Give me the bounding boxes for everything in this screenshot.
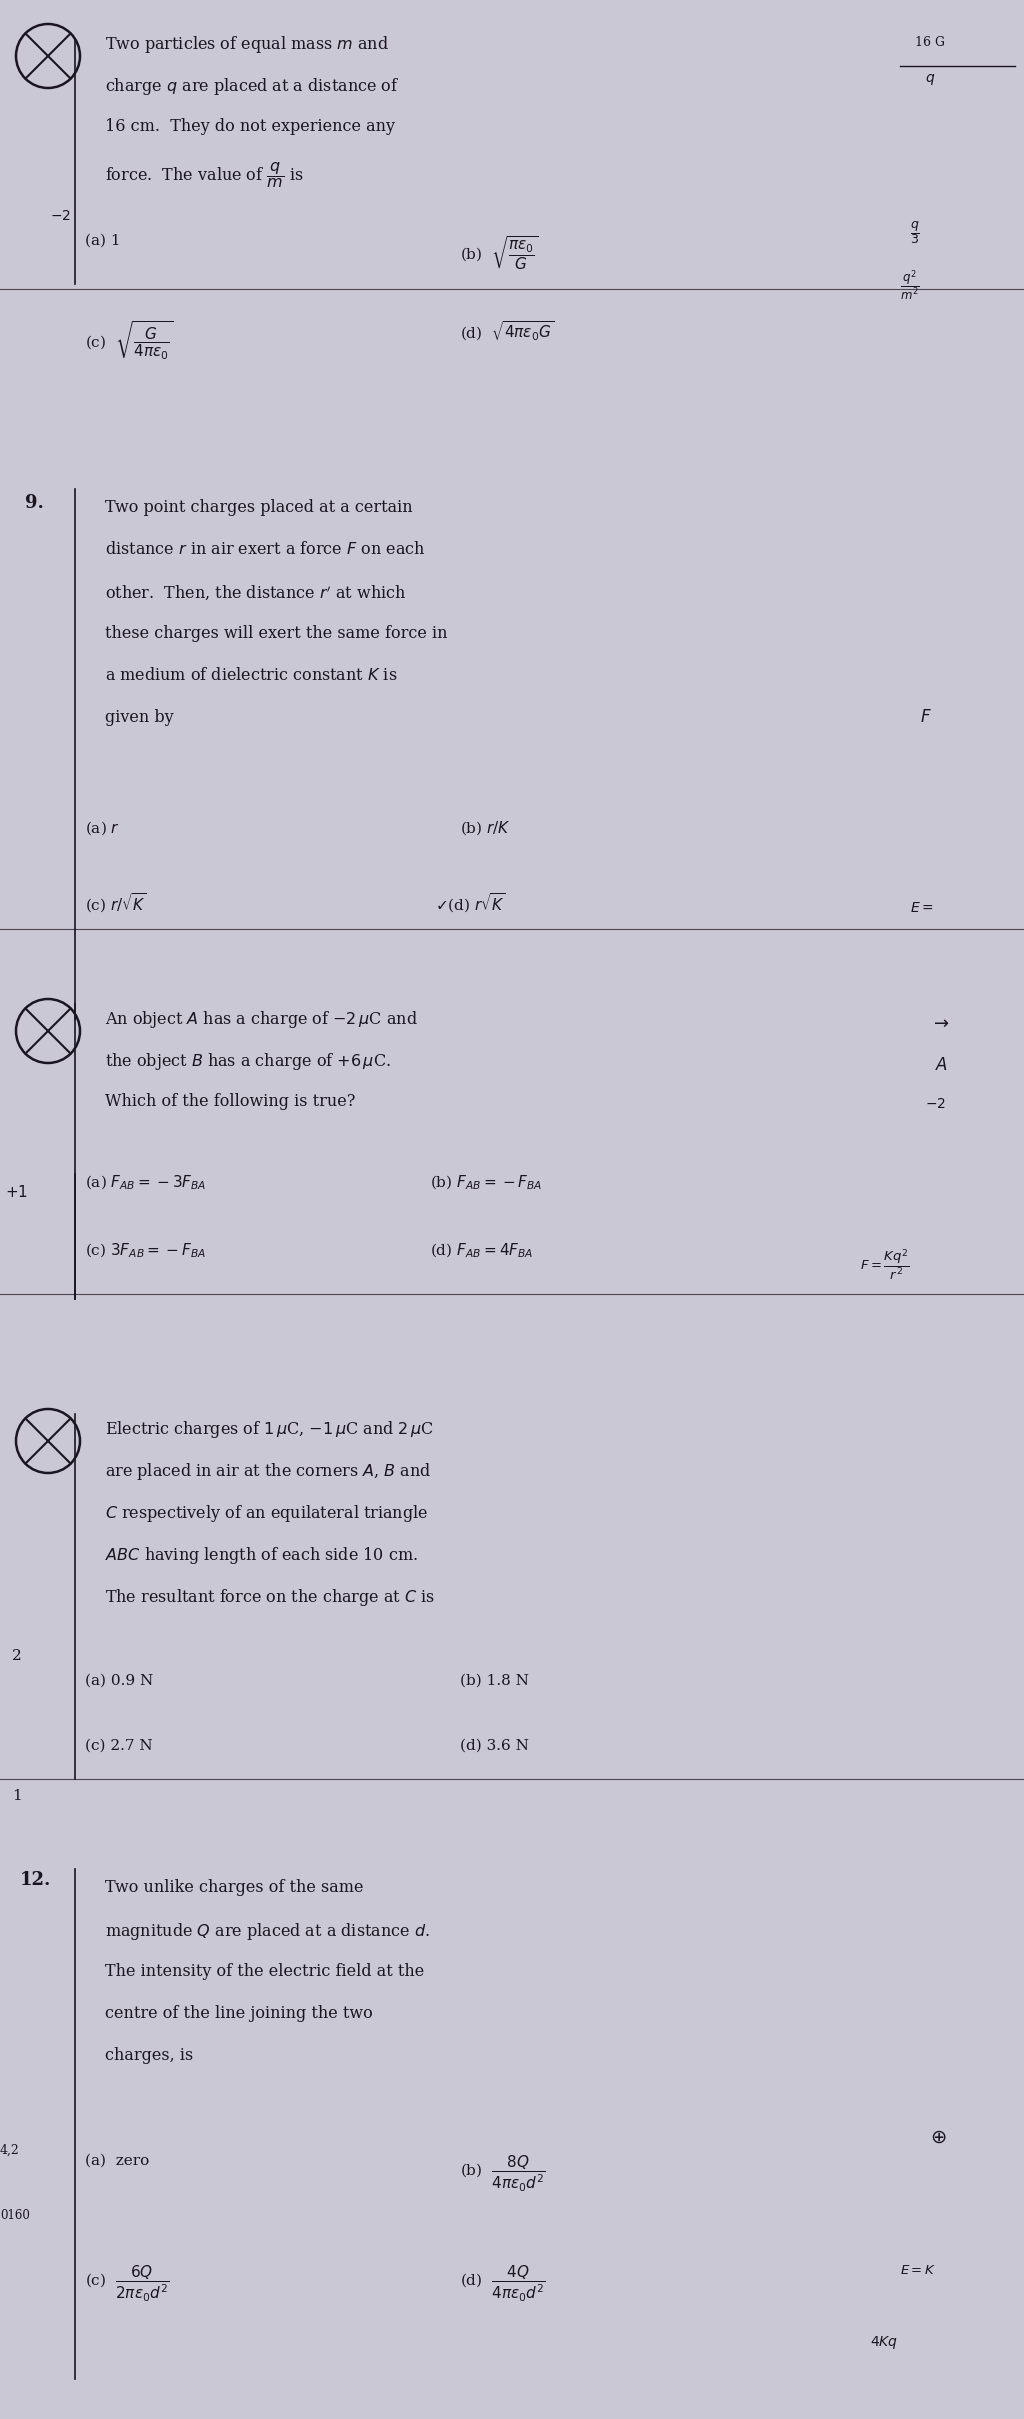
Text: $\dfrac{q^2}{m^2}$: $\dfrac{q^2}{m^2}$ bbox=[900, 269, 920, 302]
Text: $\dfrac{q}{3}$: $\dfrac{q}{3}$ bbox=[910, 220, 920, 247]
Text: (a)  zero: (a) zero bbox=[85, 2153, 150, 2167]
Text: charges, is: charges, is bbox=[105, 2046, 194, 2063]
Text: 4,2: 4,2 bbox=[0, 2143, 19, 2158]
Text: Two unlike charges of the same: Two unlike charges of the same bbox=[105, 1880, 364, 1896]
Text: $q$: $q$ bbox=[925, 73, 935, 87]
Text: $\rightarrow$: $\rightarrow$ bbox=[930, 1014, 949, 1033]
Text: (c) $r/\sqrt{K}$: (c) $r/\sqrt{K}$ bbox=[85, 890, 146, 914]
Text: the object $B$ has a charge of $+6\,\mu$C.: the object $B$ has a charge of $+6\,\mu$… bbox=[105, 1050, 391, 1072]
Text: $-2$: $-2$ bbox=[925, 1096, 946, 1110]
Text: $E =$: $E =$ bbox=[910, 900, 934, 914]
Text: 9.: 9. bbox=[25, 493, 44, 513]
Text: other.  Then, the distance $r'$ at which: other. Then, the distance $r'$ at which bbox=[105, 583, 407, 602]
Text: Which of the following is true?: Which of the following is true? bbox=[105, 1093, 355, 1110]
Text: The intensity of the electric field at the: The intensity of the electric field at t… bbox=[105, 1962, 424, 1981]
Text: given by: given by bbox=[105, 709, 174, 726]
Text: (c)  $\dfrac{6Q}{2\pi\varepsilon_0 d^2}$: (c) $\dfrac{6Q}{2\pi\varepsilon_0 d^2}$ bbox=[85, 2264, 170, 2305]
Text: $-2$: $-2$ bbox=[50, 208, 71, 223]
Text: (d) $F_{AB} = 4F_{BA}$: (d) $F_{AB} = 4F_{BA}$ bbox=[430, 1241, 534, 1260]
Text: 12.: 12. bbox=[20, 1870, 51, 1889]
Text: Electric charges of $1\,\mu$C, $-1\,\mu$C and $2\,\mu$C: Electric charges of $1\,\mu$C, $-1\,\mu$… bbox=[105, 1420, 434, 1439]
Text: centre of the line joining the two: centre of the line joining the two bbox=[105, 2005, 373, 2022]
Text: $ABC$ having length of each side 10 cm.: $ABC$ having length of each side 10 cm. bbox=[105, 1546, 418, 1565]
Text: $+1$: $+1$ bbox=[5, 1183, 28, 1200]
Text: 1: 1 bbox=[12, 1790, 22, 1802]
Text: (b)  $\dfrac{8Q}{4\pi\varepsilon_0 d^2}$: (b) $\dfrac{8Q}{4\pi\varepsilon_0 d^2}$ bbox=[460, 2153, 546, 2194]
Text: (b) $F_{AB} = -F_{BA}$: (b) $F_{AB} = -F_{BA}$ bbox=[430, 1173, 543, 1193]
Text: 16 cm.  They do not experience any: 16 cm. They do not experience any bbox=[105, 119, 395, 135]
Text: 0160: 0160 bbox=[0, 2209, 30, 2223]
Text: (b) $r/K$: (b) $r/K$ bbox=[460, 820, 511, 837]
Text: a medium of dielectric constant $K$ is: a medium of dielectric constant $K$ is bbox=[105, 668, 397, 685]
Text: $E = K$: $E = K$ bbox=[900, 2264, 936, 2276]
Text: 16 G: 16 G bbox=[915, 36, 945, 48]
Text: (a) $F_{AB} = -3F_{BA}$: (a) $F_{AB} = -3F_{BA}$ bbox=[85, 1173, 207, 1193]
Text: $A$: $A$ bbox=[935, 1057, 948, 1074]
Text: magnitude $Q$ are placed at a distance $d$.: magnitude $Q$ are placed at a distance $… bbox=[105, 1921, 430, 1942]
Text: (d)  $\dfrac{4Q}{4\pi\varepsilon_0 d^2}$: (d) $\dfrac{4Q}{4\pi\varepsilon_0 d^2}$ bbox=[460, 2264, 546, 2305]
Text: Two point charges placed at a certain: Two point charges placed at a certain bbox=[105, 498, 413, 515]
Text: (c) 2.7 N: (c) 2.7 N bbox=[85, 1739, 153, 1754]
Text: 2: 2 bbox=[12, 1650, 22, 1662]
Text: (b) 1.8 N: (b) 1.8 N bbox=[460, 1674, 528, 1688]
Text: An object $A$ has a charge of $-2\,\mu$C and: An object $A$ has a charge of $-2\,\mu$C… bbox=[105, 1009, 418, 1030]
Text: force.  The value of $\dfrac{q}{m}$ is: force. The value of $\dfrac{q}{m}$ is bbox=[105, 160, 304, 191]
Text: $C$ respectively of an equilateral triangle: $C$ respectively of an equilateral trian… bbox=[105, 1502, 428, 1524]
Text: (a) 1: (a) 1 bbox=[85, 235, 121, 249]
Text: $F = \dfrac{Kq^2}{r^2}$: $F = \dfrac{Kq^2}{r^2}$ bbox=[860, 1248, 909, 1282]
Text: (d) 3.6 N: (d) 3.6 N bbox=[460, 1739, 528, 1754]
Text: (d)  $\sqrt{4\pi\varepsilon_0 G}$: (d) $\sqrt{4\pi\varepsilon_0 G}$ bbox=[460, 319, 554, 343]
Text: (c) $3F_{AB} = -F_{BA}$: (c) $3F_{AB} = -F_{BA}$ bbox=[85, 1241, 206, 1260]
Text: Two particles of equal mass $m$ and: Two particles of equal mass $m$ and bbox=[105, 34, 389, 56]
Text: $4Kq$: $4Kq$ bbox=[870, 2334, 898, 2351]
Text: distance $r$ in air exert a force $F$ on each: distance $r$ in air exert a force $F$ on… bbox=[105, 542, 426, 559]
Text: (a) $r$: (a) $r$ bbox=[85, 820, 120, 837]
Text: are placed in air at the corners $A$, $B$ and: are placed in air at the corners $A$, $B… bbox=[105, 1461, 431, 1483]
Text: (c)  $\sqrt{\dfrac{G}{4\pi\varepsilon_0}}$: (c) $\sqrt{\dfrac{G}{4\pi\varepsilon_0}}… bbox=[85, 319, 174, 360]
Text: (b)  $\sqrt{\dfrac{\pi\varepsilon_0}{G}}$: (b) $\sqrt{\dfrac{\pi\varepsilon_0}{G}}$ bbox=[460, 235, 539, 271]
Text: $\checkmark$(d) $r\sqrt{K}$: $\checkmark$(d) $r\sqrt{K}$ bbox=[435, 890, 506, 914]
Text: these charges will exert the same force in: these charges will exert the same force … bbox=[105, 624, 447, 641]
Text: (a) 0.9 N: (a) 0.9 N bbox=[85, 1674, 154, 1688]
Text: charge $q$ are placed at a distance of: charge $q$ are placed at a distance of bbox=[105, 75, 399, 97]
Text: $\oplus$: $\oplus$ bbox=[930, 2129, 946, 2148]
Text: $F$: $F$ bbox=[920, 709, 932, 726]
Text: The resultant force on the charge at $C$ is: The resultant force on the charge at $C$… bbox=[105, 1587, 435, 1609]
